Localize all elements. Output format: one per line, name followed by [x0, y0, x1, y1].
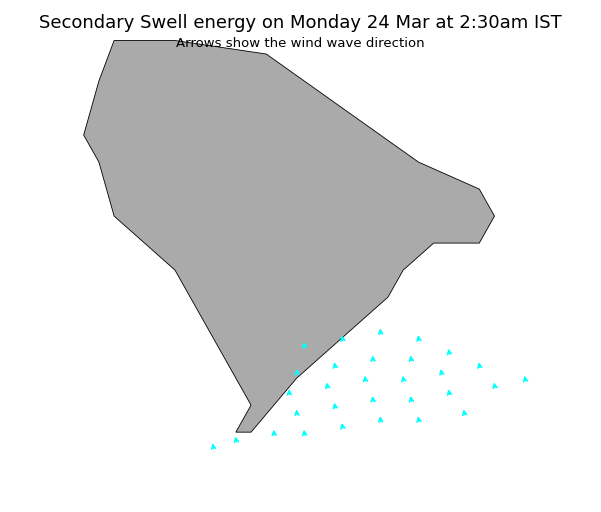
Text: Secondary Swell energy on Monday 24 Mar at 2:30am IST: Secondary Swell energy on Monday 24 Mar …: [39, 14, 562, 32]
Text: Arrows show the wind wave direction: Arrows show the wind wave direction: [176, 37, 425, 50]
Polygon shape: [84, 40, 495, 432]
